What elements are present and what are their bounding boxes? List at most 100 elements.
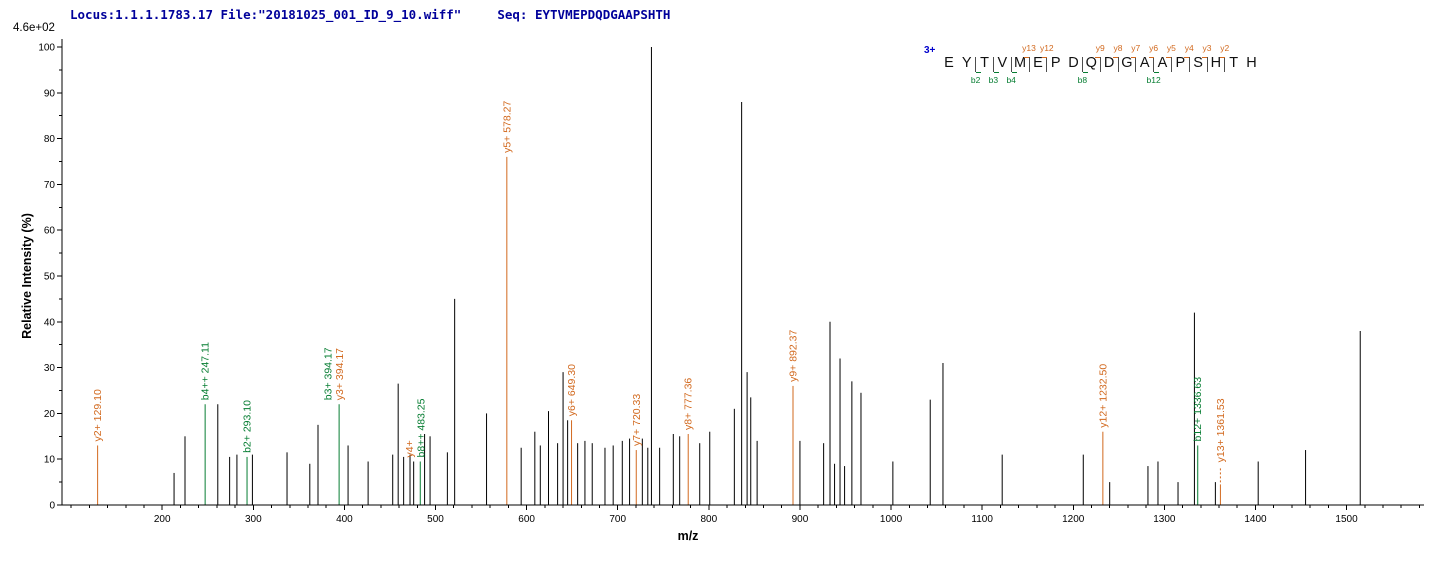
x-tick-label: 500 <box>427 514 444 525</box>
y-ion-cap-mark <box>1202 56 1207 58</box>
fragment-peak-label: b3+ 394.17 <box>323 347 335 400</box>
cleavage-separator <box>1135 57 1137 72</box>
residue-letter: P <box>1175 55 1186 71</box>
y-ion-cap-mark <box>1148 56 1154 58</box>
x-tick-label: 800 <box>700 514 717 525</box>
x-tick-label: 600 <box>518 514 535 525</box>
cleavage-separator <box>1153 57 1155 72</box>
y-ion-cap-mark <box>1041 56 1047 58</box>
locus-file-label: Locus:1.1.1.1783.17 File:"20181025_001_I… <box>70 7 462 22</box>
fragment-peak-label: y6+ 649.30 <box>566 364 578 416</box>
residue-letter: D <box>1068 55 1079 71</box>
b-ion-cap-mark <box>993 71 999 73</box>
x-tick-label: 1500 <box>1335 514 1358 525</box>
fragment-peak-label: y12+ 1232.50 <box>1097 364 1109 428</box>
y-ion-label: y13 <box>1022 43 1036 53</box>
y-ion-cap-mark <box>1130 56 1136 58</box>
cleavage-separator <box>1046 57 1048 72</box>
x-tick-label: 900 <box>792 514 809 525</box>
y-ion-cap-mark <box>1184 56 1190 58</box>
x-tick-label: 400 <box>336 514 353 525</box>
residue-letter: Y <box>961 55 972 71</box>
cleavage-separator <box>1188 57 1190 72</box>
y-tick-label: 100 <box>38 43 55 54</box>
y-ion-cap-mark <box>1219 56 1225 58</box>
b-ion-cap-mark <box>1011 71 1017 73</box>
x-tick-label: 200 <box>154 514 171 525</box>
cleavage-separator <box>1081 57 1083 72</box>
y-ion-label: y5 <box>1166 43 1176 53</box>
fragment-peak-label: y3+ 394.17 <box>334 348 346 400</box>
header-bar: Locus:1.1.1.1783.17 File:"20181025_001_I… <box>70 7 670 22</box>
x-tick-label: 1300 <box>1153 514 1176 525</box>
cleavage-separator <box>1028 57 1030 72</box>
fragment-peak-label: y13+ 1361.53 <box>1215 398 1227 462</box>
y-tick-label: 10 <box>44 455 56 466</box>
residue-letter: T <box>980 55 989 71</box>
cleavage-separator <box>1099 57 1101 72</box>
y-ion-label: y9 <box>1095 43 1105 53</box>
fragment-peak-label: y2+ 129.10 <box>92 389 104 441</box>
cleavage-separator <box>1170 57 1172 72</box>
x-tick-label: 1200 <box>1062 514 1085 525</box>
fragment-peak-label: y9+ 892.37 <box>787 330 799 382</box>
y-tick-label: 20 <box>44 409 56 420</box>
x-tick-label: 700 <box>609 514 626 525</box>
fragment-peak-label: y5+ 578.27 <box>501 101 513 153</box>
residue-letter: Q <box>1085 55 1097 71</box>
y-tick-label: 60 <box>44 226 56 237</box>
fragment-peak-label: b12+ 1336.63 <box>1192 377 1204 442</box>
y-ion-label: y2 <box>1220 43 1230 53</box>
residue-letter: T <box>1229 55 1239 71</box>
x-axis-title: m/z <box>678 529 699 543</box>
fragment-peak-label: b8++ 483.25 <box>415 398 427 457</box>
x-tick-label: 1100 <box>971 514 993 525</box>
b-ion-cap-mark <box>976 71 982 73</box>
residue-letter: S <box>1193 55 1203 71</box>
y-ion-cap-mark <box>1166 56 1172 58</box>
y-tick-label: 70 <box>44 180 56 191</box>
residue-letter: D <box>1103 55 1115 71</box>
y-tick-label: 80 <box>44 134 56 145</box>
residue-letter: E <box>1033 55 1043 71</box>
y-ion-label: y8 <box>1113 43 1123 53</box>
fragment-peak-label: y8+ 777.36 <box>683 378 695 430</box>
y-ion-cap-mark <box>1024 56 1029 58</box>
residue-letter: H <box>1210 55 1222 71</box>
y-tick-label: 50 <box>44 272 56 283</box>
y-ion-cap-mark <box>1113 56 1118 58</box>
residue-letter: A <box>1157 55 1168 71</box>
y-ion-label: y12 <box>1039 43 1054 53</box>
fragment-peak-label: y7+ 720.33 <box>631 394 643 446</box>
residue-letter: V <box>997 55 1008 71</box>
y-tick-label: 30 <box>44 363 56 374</box>
b-ion-cap-mark <box>1154 71 1160 73</box>
x-tick-label: 1400 <box>1244 514 1267 525</box>
b-ion-label: b8 <box>1077 75 1088 85</box>
b-ion-label: b12 <box>1146 75 1161 85</box>
b-ion-cap-mark <box>1082 71 1088 73</box>
y-ion-cap-mark <box>1095 56 1101 58</box>
y-tick-label: 40 <box>44 317 56 328</box>
y-tick-label: 90 <box>44 88 56 99</box>
plot-dynamic-layer: 0 10 20 30 40 50 60 70 80 90 100 200 300 400 500 600 700… <box>38 39 1424 525</box>
residue-letter: P <box>1050 55 1061 71</box>
y-ion-label: y7 <box>1131 43 1141 53</box>
residue-letter: G <box>1121 55 1133 71</box>
x-tick-label: 1000 <box>880 514 903 525</box>
y-ion-label: y3 <box>1202 43 1212 53</box>
y-tick-label: 0 <box>49 501 55 512</box>
y-axis-title: Relative Intensity (%) <box>20 213 34 339</box>
cleavage-separator <box>1010 57 1012 72</box>
y-ion-label: y4 <box>1184 43 1194 53</box>
fragment-peak-label: b4++ 247.11 <box>200 342 212 400</box>
cleavage-separator <box>1117 57 1119 72</box>
precursor-charge-label: 3+ <box>924 45 936 56</box>
b-ion-label: b4 <box>1006 75 1016 85</box>
residue-letter: E <box>944 55 954 71</box>
absolute-intensity-scale-label: 4.6e+02 <box>13 22 55 34</box>
y-ion-label: y6 <box>1149 43 1159 53</box>
